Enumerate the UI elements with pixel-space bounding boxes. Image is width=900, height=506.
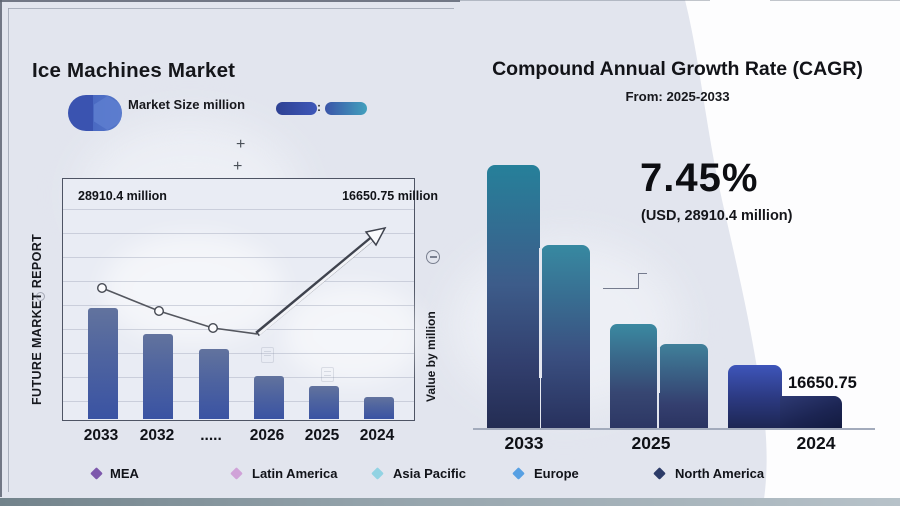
- inner-frame-top: [8, 8, 454, 9]
- gridline: [63, 377, 414, 378]
- trend-line: [101, 287, 258, 335]
- right-bar-2025-a: [610, 324, 657, 430]
- page-title: Ice Machines Market: [32, 59, 236, 82]
- x-axis-line: [473, 428, 875, 430]
- step-decoration: [638, 273, 647, 274]
- end-value-label: 16650.75: [788, 374, 857, 392]
- bar-2024: [364, 397, 394, 419]
- x-label: 2026: [249, 427, 285, 444]
- watermark-ring-icon: [36, 292, 45, 301]
- legend-label-asia-pacific: Asia Pacific: [393, 466, 466, 481]
- bar-intermediate: [199, 349, 229, 419]
- legend-label-latin-america: Latin America: [252, 466, 338, 481]
- market-size-legend-label: Market Size million: [128, 97, 246, 112]
- pill-facet-decoration: [94, 96, 121, 130]
- legend-label-europe: Europe: [534, 466, 579, 481]
- x-label: 2033: [83, 427, 119, 444]
- gridline: [63, 233, 414, 234]
- cagr-title: Compound Annual Growth Rate (CAGR): [492, 58, 863, 80]
- ratio-pill-right-icon: [325, 102, 367, 115]
- minus-circle-icon: [426, 250, 440, 264]
- plus-decoration: +: [236, 136, 246, 153]
- gridline: [63, 329, 414, 330]
- gridline: [63, 281, 414, 282]
- growth-arrow-head: [364, 226, 387, 247]
- ratio-separator: :: [317, 100, 321, 114]
- frame-top-line: [0, 0, 460, 2]
- bar-2032: [143, 334, 173, 419]
- bar-2026: [254, 376, 284, 419]
- future-market-report-watermark: FUTURE MARKET REPORT: [30, 233, 44, 405]
- cagr-note: (USD, 28910.4 million): [641, 208, 793, 224]
- value-axis-label: Value by million: [424, 311, 438, 403]
- bottom-strip: [0, 498, 900, 506]
- inner-frame-left: [8, 8, 9, 492]
- legend-label-north-america: North America: [675, 466, 765, 481]
- right-bar-2024-a: [728, 365, 782, 430]
- step-decoration: [603, 288, 638, 289]
- chart-blob: [103, 234, 283, 344]
- ratio-pill-left-icon: [276, 102, 317, 115]
- gridline: [63, 305, 414, 306]
- gridline: [63, 257, 414, 258]
- bar-slit: [539, 248, 542, 378]
- bar-2033: [88, 308, 118, 419]
- plus-decoration: +: [233, 158, 243, 175]
- right-bar-2025-b: [659, 344, 708, 430]
- cagr-value: 7.45%: [640, 156, 759, 200]
- watermark-doc-icon: [261, 347, 274, 363]
- frame-left-line: [0, 0, 2, 497]
- gridline: [63, 401, 414, 402]
- market-size-pill-icon: [68, 95, 122, 131]
- gridline: [63, 353, 414, 354]
- x-label: 2033: [504, 433, 544, 453]
- bar-2025: [309, 386, 339, 419]
- legend-label-mea: MEA: [110, 466, 139, 481]
- watermark-doc-icon: [321, 367, 334, 382]
- x-label: 2025: [304, 427, 340, 444]
- growth-arrow-shaft-inner: [258, 238, 373, 336]
- max-value-label: 28910.4 million: [78, 189, 167, 203]
- trend-line-overlay: [97, 226, 387, 337]
- cagr-subtitle: From: 2025-2033: [625, 89, 730, 104]
- frame-top-line-faint: [460, 0, 710, 1]
- trend-markers: [97, 282, 218, 333]
- right-bar-2033-b: [541, 245, 590, 430]
- min-value-label: 16650.75 million: [342, 189, 438, 203]
- step-decoration: [638, 273, 639, 289]
- x-label: 2024: [359, 427, 395, 444]
- market-size-bar-chart: 28910.4 million 16650.75 million: [62, 178, 438, 421]
- x-label: .....: [200, 427, 222, 444]
- bar-slit: [657, 347, 660, 393]
- chart-blob: [283, 284, 423, 384]
- frame-top-line-faint: [770, 0, 900, 1]
- right-bar-2033-a: [487, 165, 540, 430]
- gridline: [63, 209, 414, 210]
- x-label: 2024: [796, 433, 836, 453]
- right-bar-2024-b: [780, 396, 842, 430]
- x-label: 2025: [631, 433, 671, 453]
- x-label: 2032: [139, 427, 175, 444]
